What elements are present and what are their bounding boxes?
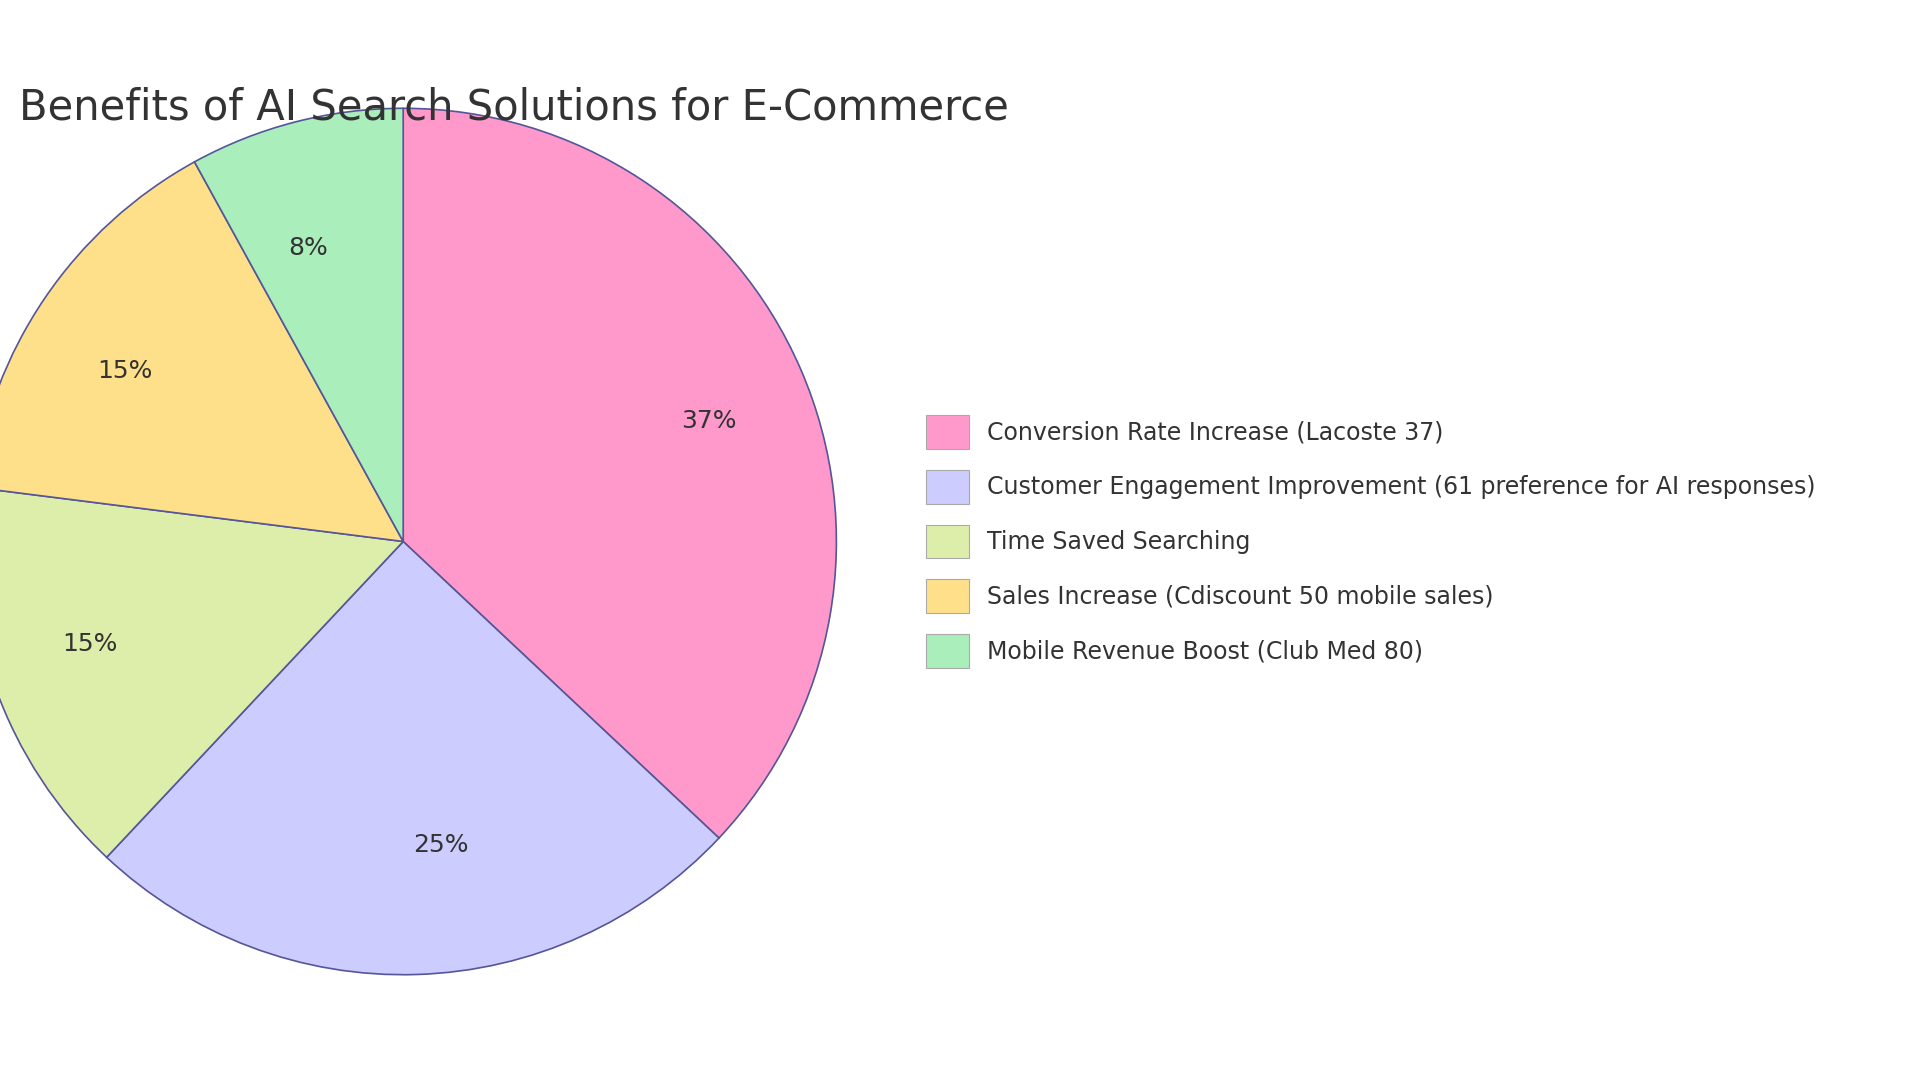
Wedge shape bbox=[194, 108, 403, 542]
Wedge shape bbox=[108, 542, 718, 975]
Text: 15%: 15% bbox=[98, 360, 152, 383]
Text: 8%: 8% bbox=[288, 236, 328, 260]
Text: 25%: 25% bbox=[413, 833, 468, 857]
Text: 15%: 15% bbox=[63, 632, 117, 656]
Text: Benefits of AI Search Solutions for E-Commerce: Benefits of AI Search Solutions for E-Co… bbox=[19, 87, 1010, 129]
Wedge shape bbox=[0, 487, 403, 858]
Text: 37%: 37% bbox=[682, 409, 737, 433]
Wedge shape bbox=[403, 108, 837, 838]
Wedge shape bbox=[0, 161, 403, 542]
Legend: Conversion Rate Increase (Lacoste 37), Customer Engagement Improvement (61 prefe: Conversion Rate Increase (Lacoste 37), C… bbox=[914, 404, 1828, 679]
